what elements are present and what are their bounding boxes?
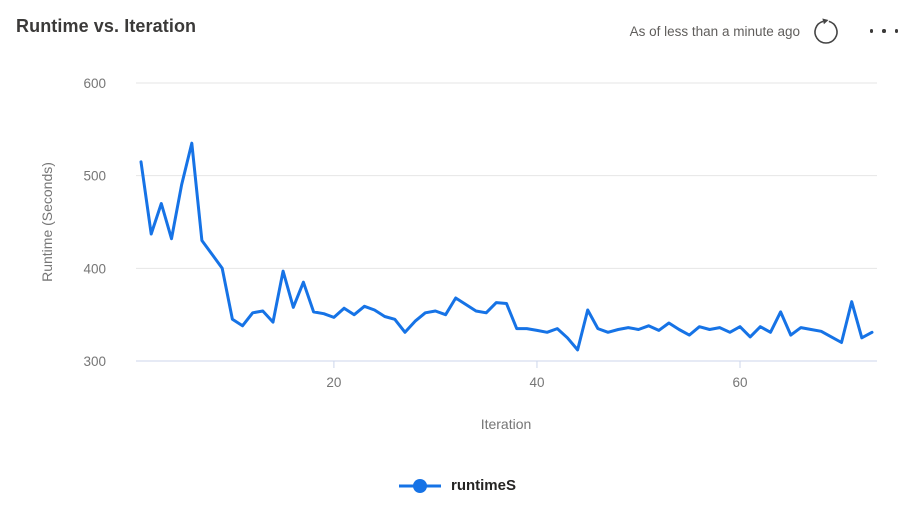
more-options-button[interactable] bbox=[866, 13, 902, 49]
x-tick-label: 20 bbox=[326, 375, 341, 390]
x-tick-label: 60 bbox=[732, 375, 747, 390]
more-options-icon bbox=[869, 29, 874, 33]
x-axis-title: Iteration bbox=[481, 416, 532, 432]
series-line-runtimeS[interactable] bbox=[139, 141, 874, 352]
page-title: Runtime vs. Iteration bbox=[16, 16, 197, 36]
refresh-icon bbox=[814, 18, 838, 44]
y-tick-label: 600 bbox=[83, 76, 106, 91]
y-axis-title: Runtime (Seconds) bbox=[39, 162, 55, 282]
refresh-button[interactable] bbox=[808, 13, 844, 49]
legend-marker-icon bbox=[398, 478, 441, 493]
x-tick-label: 40 bbox=[529, 375, 544, 390]
as-of-timestamp: As of less than a minute ago bbox=[629, 23, 800, 39]
y-tick-label: 500 bbox=[83, 169, 106, 184]
y-tick-label: 300 bbox=[83, 354, 106, 369]
header-actions: As of less than a minute ago bbox=[630, 12, 902, 50]
legend-item-runtimeS[interactable]: runtimeS bbox=[398, 477, 516, 494]
legend: runtimeS bbox=[0, 477, 914, 494]
y-tick-label: 400 bbox=[83, 261, 106, 276]
legend-label: runtimeS bbox=[450, 477, 516, 494]
